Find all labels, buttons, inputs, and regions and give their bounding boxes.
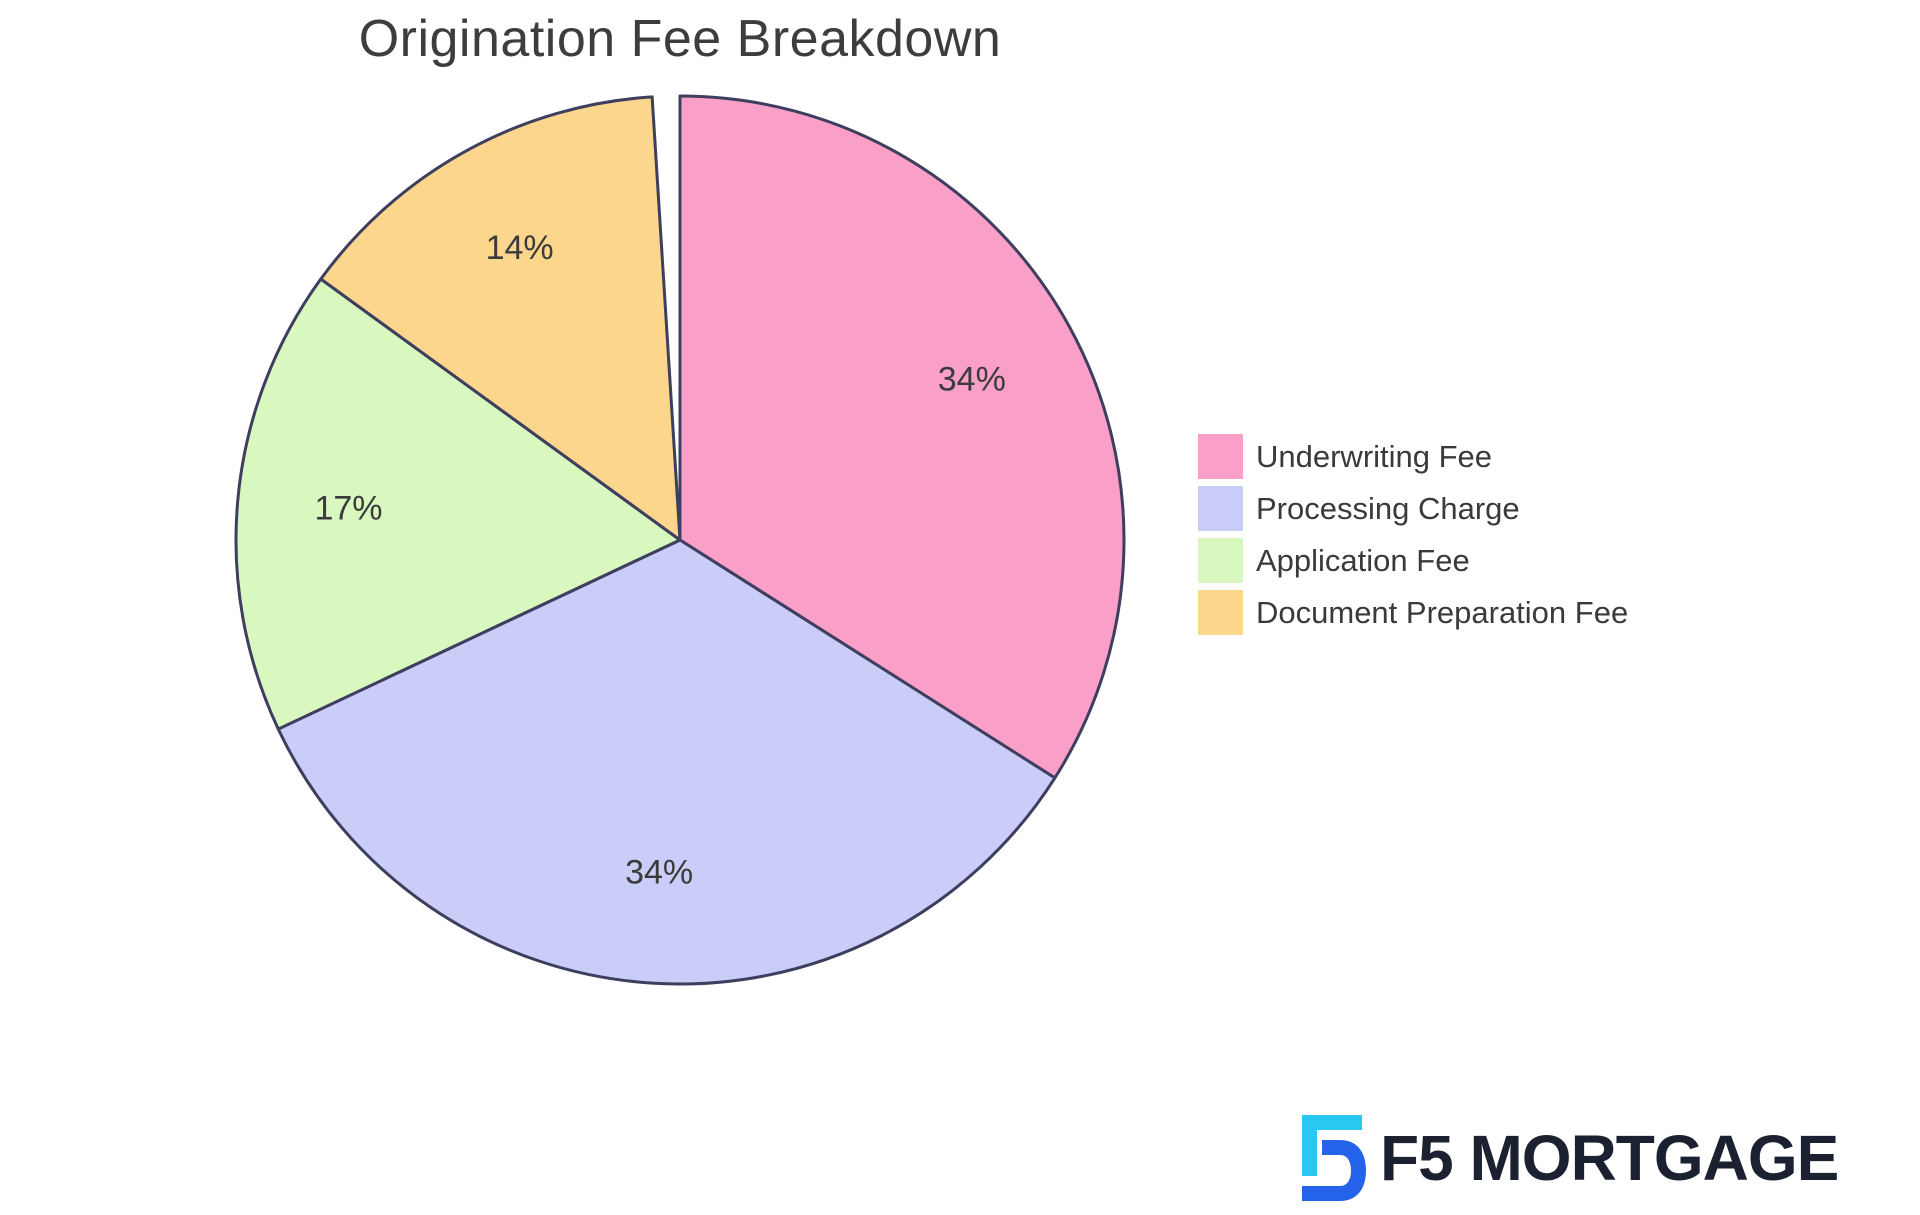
- legend-swatch: [1198, 486, 1243, 531]
- slice-label-document-preparation-fee: 14%: [486, 229, 554, 267]
- legend-swatch: [1198, 590, 1243, 635]
- brand-name: F5 MORTGAGE: [1380, 1122, 1839, 1194]
- legend-label: Underwriting Fee: [1256, 438, 1493, 474]
- slice-label-application-fee: 17%: [314, 490, 382, 528]
- legend-label: Document Preparation Fee: [1256, 594, 1629, 630]
- legend-item-processing-charge: Processing Charge: [1198, 486, 1628, 531]
- slice-label-underwriting-fee: 34%: [938, 361, 1006, 399]
- legend-label: Processing Charge: [1256, 490, 1520, 526]
- legend-item-underwriting-fee: Underwriting Fee: [1198, 434, 1628, 479]
- legend-swatch: [1198, 434, 1243, 479]
- legend: Underwriting Fee Processing Charge Applica…: [1198, 434, 1628, 635]
- pie-slice-document-preparation-fee: [319, 95, 682, 542]
- legend-item-application-fee: Application Fee: [1198, 538, 1628, 583]
- legend-item-document-preparation-fee: Document Preparation Fee: [1198, 590, 1628, 635]
- chart-title: Origination Fee Breakdown: [358, 10, 1002, 68]
- f5-logo-icon: [1302, 1115, 1366, 1201]
- legend-swatch: [1198, 538, 1243, 583]
- pie-slice-processing-charge: [276, 538, 1057, 986]
- slice-label-processing-charge: 34%: [625, 853, 693, 891]
- pie-slice-application-fee: [234, 277, 682, 731]
- legend-label: Application Fee: [1256, 542, 1470, 578]
- brand-logo: F5 MORTGAGE: [1300, 1113, 1839, 1203]
- pie-slice-underwriting-fee: [678, 94, 1126, 780]
